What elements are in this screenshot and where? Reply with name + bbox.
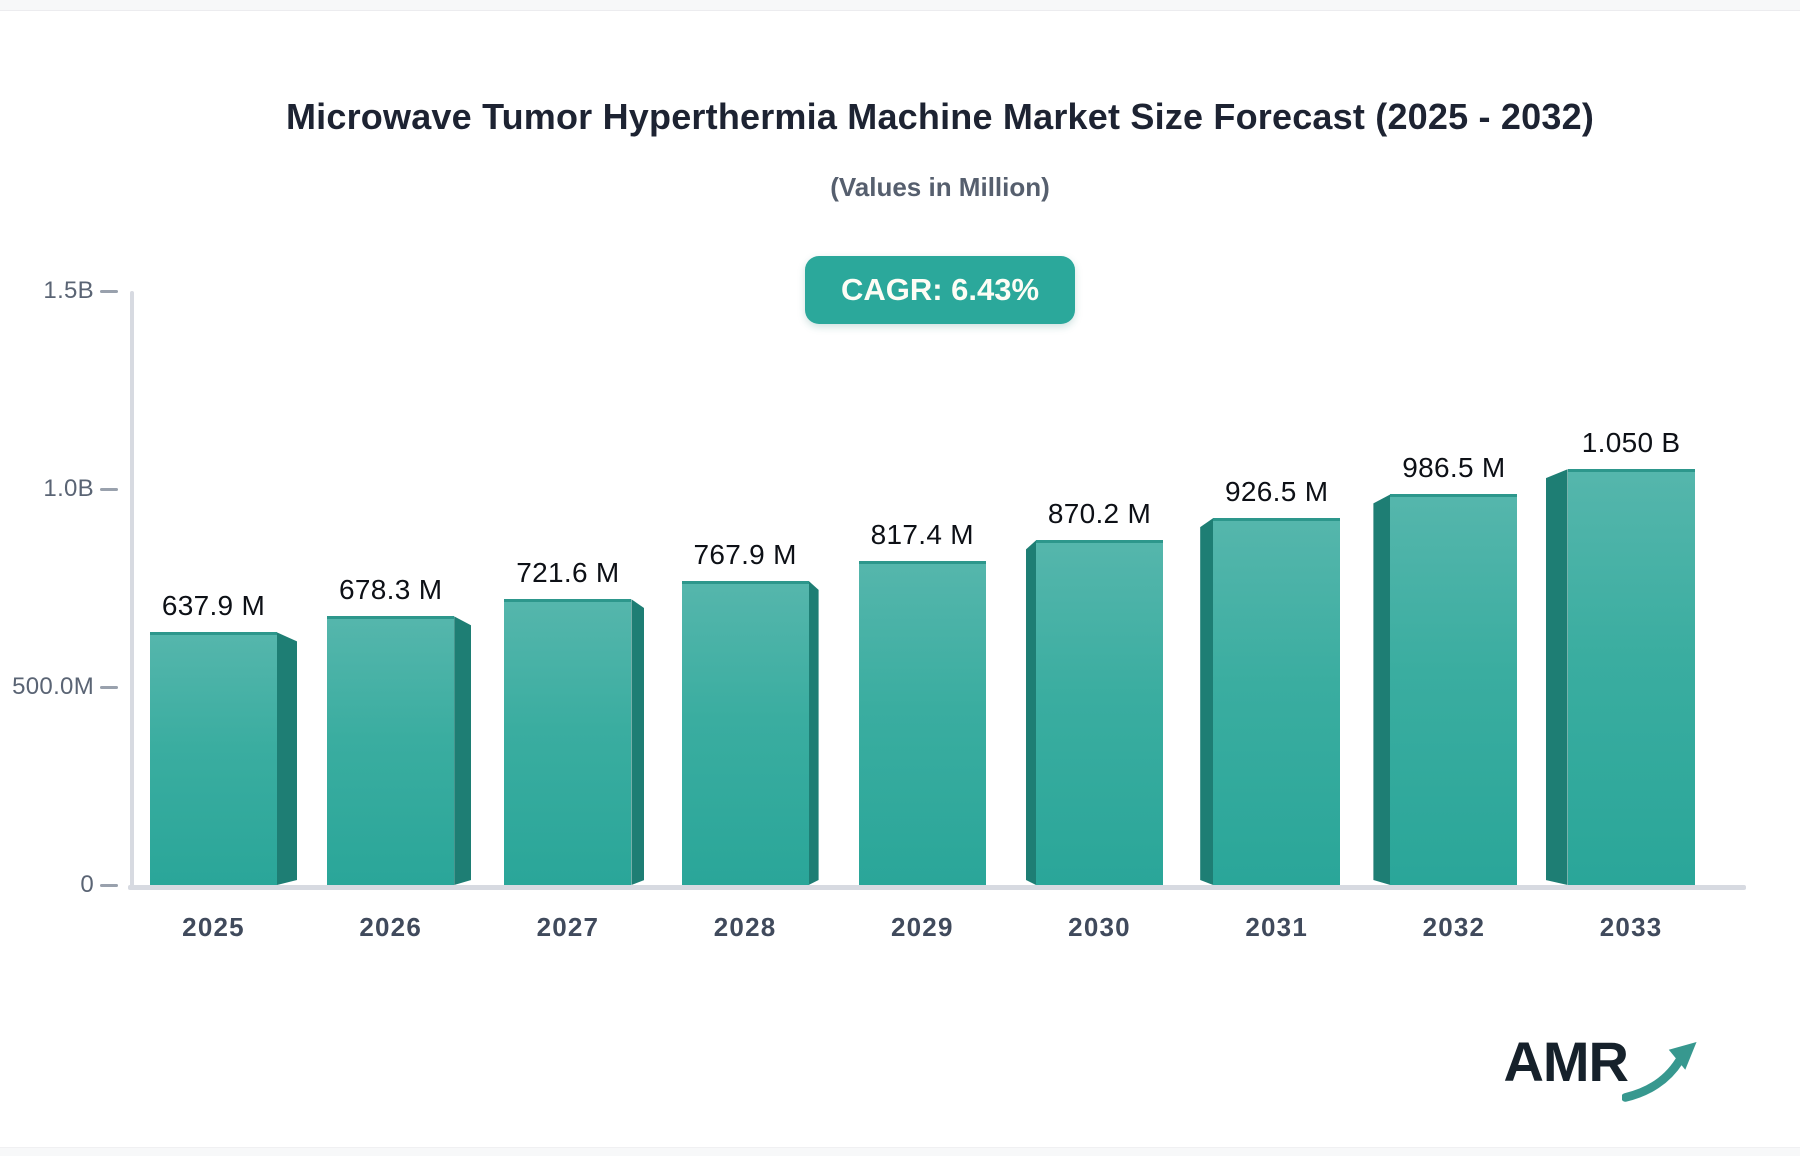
y-tick-dash [100, 289, 118, 293]
bar-side-face [1546, 469, 1568, 885]
bar-value-label: 637.9 M [161, 590, 266, 622]
y-axis-line [130, 291, 134, 889]
y-tick-label: 0 [80, 871, 94, 898]
page-title: Microwave Tumor Hyperthermia Machine Mar… [285, 96, 1595, 137]
bar-side-face [1373, 494, 1390, 885]
y-tick-dash [100, 487, 118, 491]
bar-value-label: 817.4 M [870, 519, 974, 551]
bar-2027 [504, 599, 632, 885]
x-axis-label-2029: 2029 [890, 912, 954, 942]
x-axis-label-2025: 2025 [182, 912, 245, 942]
y-tick-dash [100, 685, 118, 689]
bar-side-face [1026, 540, 1036, 885]
x-axis-label-2027: 2027 [536, 912, 600, 942]
bar-side-face [454, 616, 471, 885]
bar-value-label: 767.9 M [693, 538, 797, 570]
bar-2026 [327, 616, 455, 885]
bar-2031 [1213, 518, 1341, 885]
x-axis-label-2030: 2030 [1068, 912, 1131, 942]
x-axis-line [128, 885, 1746, 890]
amr-logo-text: AMR [1503, 1030, 1629, 1093]
y-tick-label: 500.0M [12, 673, 94, 700]
bar-2032 [1390, 494, 1518, 885]
bar-side-face [277, 632, 297, 885]
bar-2025 [150, 632, 277, 885]
amr-logo: AMR [1503, 1032, 1700, 1104]
growth-arrow-icon [1622, 1041, 1697, 1102]
x-axis-label-2026: 2026 [359, 912, 422, 942]
y-tick-dash [100, 883, 118, 887]
x-axis-label-2033: 2033 [1599, 912, 1663, 942]
bar-side-face [631, 599, 644, 885]
x-axis-label-2032: 2032 [1422, 912, 1486, 942]
page-bottom-strip [0, 1147, 1800, 1156]
x-axis-label-2028: 2028 [713, 912, 777, 942]
bar-value-label: 986.5 M [1402, 452, 1506, 484]
bar-value-label: 926.5 M [1225, 476, 1329, 508]
bar-value-label: 1.050 B [1581, 427, 1681, 459]
y-tick-label: 1.5B [43, 277, 94, 304]
bar-side-face [1200, 518, 1213, 885]
bar-value-label: 678.3 M [339, 574, 443, 606]
page-top-strip [0, 0, 1800, 11]
bar-2029 [858, 561, 986, 885]
bar-value-label: 870.2 M [1047, 498, 1152, 530]
x-axis-label-2031: 2031 [1245, 912, 1308, 942]
chart-subtitle: (Values in Million) [830, 172, 1050, 202]
y-tick-label: 1.0B [43, 475, 94, 502]
bar-side-face [809, 581, 819, 885]
bar-2028 [681, 580, 809, 885]
bar-2033 [1567, 469, 1695, 885]
bar-2030 [1036, 540, 1163, 885]
bar-value-label: 721.6 M [516, 557, 620, 589]
